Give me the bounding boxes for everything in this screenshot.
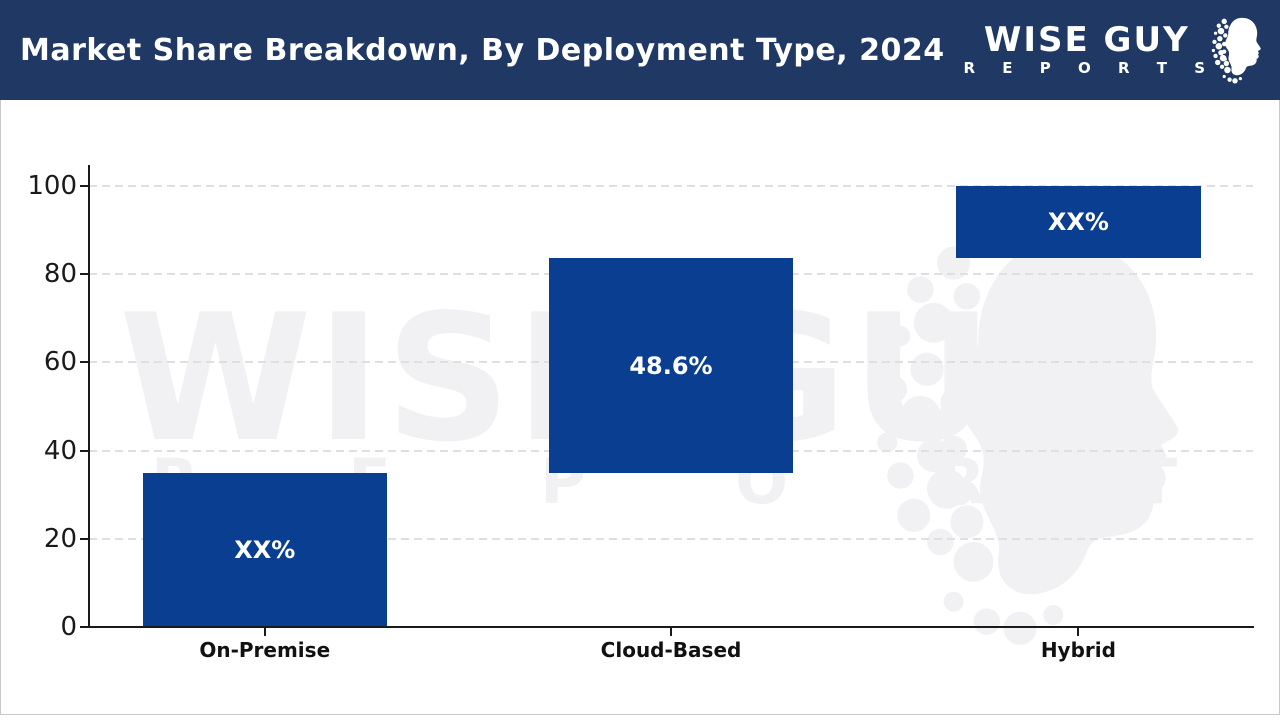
chart-canvas: WISE GUY R E P O R T S 020406080100On-Pr… <box>0 100 1280 715</box>
plot-area: XX% 48.6% XX% <box>89 186 1253 627</box>
brand-wordmark: WISE GUY <box>983 19 1190 60</box>
y-tick-mark <box>80 273 89 276</box>
bar-hybrid: XX% <box>956 186 1201 259</box>
x-tick-mark <box>1077 628 1080 636</box>
bar-cloud-based: 48.6% <box>548 258 794 473</box>
y-tick-mark <box>80 537 89 540</box>
bar-value-label: XX% <box>1047 208 1109 237</box>
y-tick-label: 80 <box>43 259 77 290</box>
y-tick-mark <box>80 361 89 364</box>
y-tick-mark <box>80 449 89 452</box>
x-tick-label: On-Premise <box>199 638 331 662</box>
bar-on-premise: XX% <box>142 472 387 627</box>
y-tick-mark <box>80 185 89 187</box>
y-axis <box>88 165 90 628</box>
bar-value-label: 48.6% <box>629 351 713 380</box>
y-tick-label: 100 <box>27 171 77 201</box>
brand-text: WISE GUY R E P O R T S <box>958 19 1216 78</box>
y-tick-mark <box>80 626 89 628</box>
y-tick-label: 0 <box>60 612 77 642</box>
gridline <box>89 185 1253 187</box>
y-tick-label: 60 <box>43 347 77 378</box>
y-tick-label: 40 <box>43 435 77 466</box>
brand-head-icon <box>1211 17 1261 84</box>
x-tick-mark <box>263 628 266 636</box>
gridline <box>89 537 1253 540</box>
y-tick-label: 20 <box>43 523 77 554</box>
x-tick-label: Cloud-Based <box>600 638 742 662</box>
page-title: Market Share Breakdown, By Deployment Ty… <box>20 32 945 68</box>
brand-reports-label: R E P O R T S <box>963 59 1216 78</box>
x-axis <box>88 626 1254 628</box>
x-tick-label: Hybrid <box>1040 638 1116 662</box>
brand-logo: WISE GUY R E P O R T S <box>958 10 1262 90</box>
x-tick-mark <box>670 628 672 636</box>
header: Market Share Breakdown, By Deployment Ty… <box>0 0 1280 100</box>
bar-value-label: XX% <box>234 535 296 564</box>
